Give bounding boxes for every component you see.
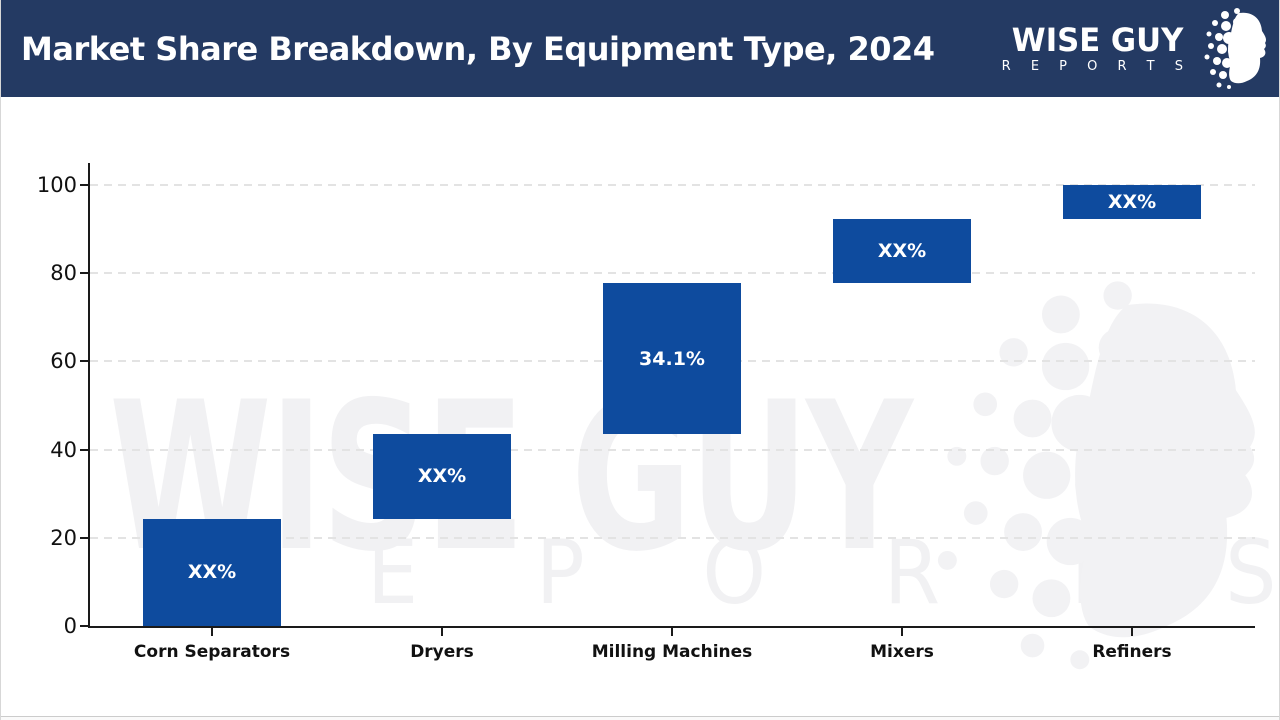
- gridline-80: [90, 272, 1255, 275]
- brand-subtitle: R E P O R T S: [1001, 58, 1191, 74]
- gridline-40: [90, 448, 1255, 451]
- x-tick-label-milling-machines: Milling Machines: [591, 642, 753, 662]
- watermark-head-profile-icon: [919, 265, 1269, 699]
- bar-label-dryers: XX%: [417, 465, 467, 488]
- brand-logo: WISE GUY R E P O R T S: [996, 7, 1279, 91]
- brand-name: WISE GUY: [1011, 20, 1183, 59]
- x-tick-label-mixers: Mixers: [870, 642, 934, 662]
- header-banner: Market Share Breakdown, By Equipment Typ…: [1, 0, 1279, 97]
- y-axis-line: [88, 163, 90, 628]
- y-tick: [80, 272, 88, 275]
- bar-label-milling-machines: 34.1%: [639, 347, 705, 370]
- brand-logo-text: WISE GUY R E P O R T S: [996, 23, 1191, 75]
- y-tick: [80, 536, 88, 539]
- y-tick-label: 40: [50, 437, 77, 462]
- bottom-border: [1, 716, 1279, 720]
- y-tick-label: 0: [63, 614, 77, 638]
- chart-area: WISE GUY R E P O R T S 0 20 40 60 80 100 XX% Co…: [1, 97, 1279, 716]
- bar-corn-separators: XX%: [143, 518, 281, 626]
- y-tick-label: 60: [50, 349, 77, 374]
- bar-mixers: XX%: [833, 219, 971, 284]
- x-tick-label-refiners: Refiners: [1092, 642, 1172, 662]
- x-tick-refiners: [1131, 628, 1133, 636]
- dotted-head-profile-icon: [1195, 7, 1269, 91]
- bar-label-corn-separators: XX%: [187, 561, 237, 584]
- x-tick-mixers: [901, 628, 903, 636]
- y-tick: [80, 360, 88, 363]
- y-tick-label: 20: [50, 525, 77, 550]
- bar-label-mixers: XX%: [877, 240, 927, 263]
- x-tick-dryers: [441, 628, 443, 636]
- bar-label-refiners: XX%: [1107, 191, 1157, 214]
- page-title: Market Share Breakdown, By Equipment Typ…: [21, 29, 935, 68]
- y-tick: [80, 625, 88, 627]
- y-tick: [80, 184, 88, 186]
- y-tick: [80, 448, 88, 451]
- bar-milling-machines: 34.1%: [603, 283, 741, 434]
- x-tick-label-corn-separators: Corn Separators: [133, 642, 291, 662]
- y-tick-label: 100: [36, 173, 77, 197]
- x-axis-line: [88, 626, 1255, 628]
- x-tick-corn-separators: [211, 628, 213, 636]
- bar-dryers: XX%: [373, 433, 511, 519]
- gridline-100: [90, 184, 1255, 186]
- x-tick-label-dryers: Dryers: [410, 642, 474, 662]
- bar-refiners: XX%: [1063, 185, 1201, 220]
- x-tick-milling-machines: [671, 628, 673, 636]
- gridline-20: [90, 536, 1255, 539]
- y-tick-label: 80: [50, 261, 77, 286]
